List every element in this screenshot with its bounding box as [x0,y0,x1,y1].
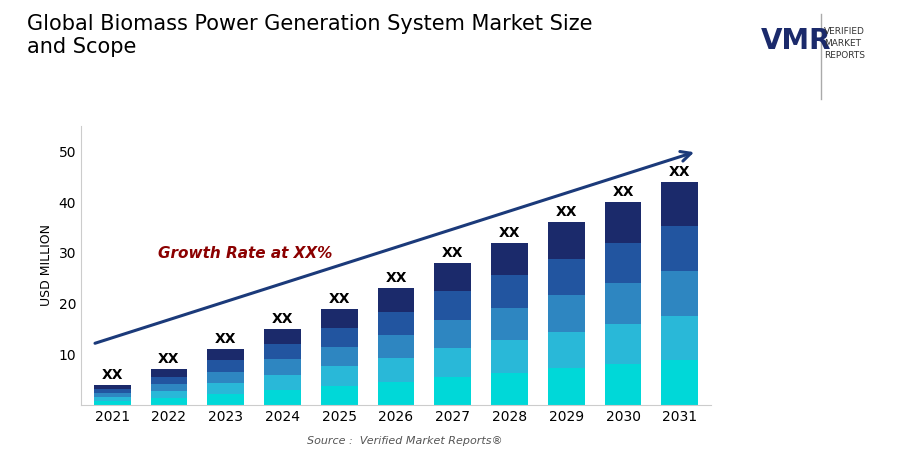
Text: Source :  Verified Market Reports®: Source : Verified Market Reports® [307,436,503,446]
Bar [662,316,698,360]
Bar [320,328,357,347]
Bar [605,364,642,405]
Bar [320,386,357,405]
Bar [320,366,357,386]
Bar [207,360,244,372]
Bar [548,369,585,405]
Text: XX: XX [102,368,123,382]
Bar [662,182,698,226]
Bar [491,308,528,340]
Bar [94,393,130,397]
Bar [94,389,130,393]
Bar [435,320,472,348]
Bar [378,288,414,312]
Bar [378,358,414,382]
Text: XX: XX [215,332,237,346]
Bar [548,296,585,332]
Bar [548,259,585,296]
Bar [605,283,642,324]
Bar [548,222,585,259]
Bar [207,394,244,405]
Bar [605,202,642,243]
Bar [264,360,301,374]
Bar [207,349,244,360]
Text: XX: XX [499,225,520,240]
Text: XX: XX [328,292,350,306]
Bar [94,385,130,389]
Text: XX: XX [158,352,180,366]
Bar [435,377,472,405]
Bar [548,332,585,369]
Bar [435,291,472,320]
Text: VMR: VMR [760,27,831,55]
Bar [662,271,698,316]
Bar [491,373,528,405]
Bar [320,309,357,328]
Bar [491,340,528,373]
Bar [94,397,130,401]
Text: VERIFIED
MARKET
REPORTS: VERIFIED MARKET REPORTS [824,27,866,59]
Bar [605,243,642,283]
Bar [264,374,301,390]
Text: XX: XX [555,205,577,219]
Bar [491,275,528,308]
Y-axis label: USD MILLION: USD MILLION [40,225,53,306]
Bar [491,243,528,275]
Bar [435,263,472,291]
Bar [150,398,187,405]
Text: XX: XX [669,165,690,179]
Bar [150,369,187,377]
Text: XX: XX [385,271,407,285]
Bar [94,401,130,405]
Text: XX: XX [612,185,634,199]
Bar [150,384,187,391]
Bar [264,329,301,344]
Bar [605,324,642,365]
Bar [264,390,301,405]
Bar [207,382,244,394]
Bar [662,226,698,271]
Text: XX: XX [272,312,293,326]
Bar [435,348,472,377]
Text: Global Biomass Power Generation System Market Size
and Scope: Global Biomass Power Generation System M… [27,14,592,57]
Bar [378,312,414,335]
Text: Growth Rate at XX%: Growth Rate at XX% [158,246,332,261]
Bar [662,360,698,405]
Bar [264,344,301,360]
Bar [320,347,357,366]
Bar [150,391,187,398]
Bar [378,382,414,405]
Bar [378,335,414,358]
Text: XX: XX [442,246,464,260]
Bar [150,377,187,384]
Bar [207,372,244,382]
